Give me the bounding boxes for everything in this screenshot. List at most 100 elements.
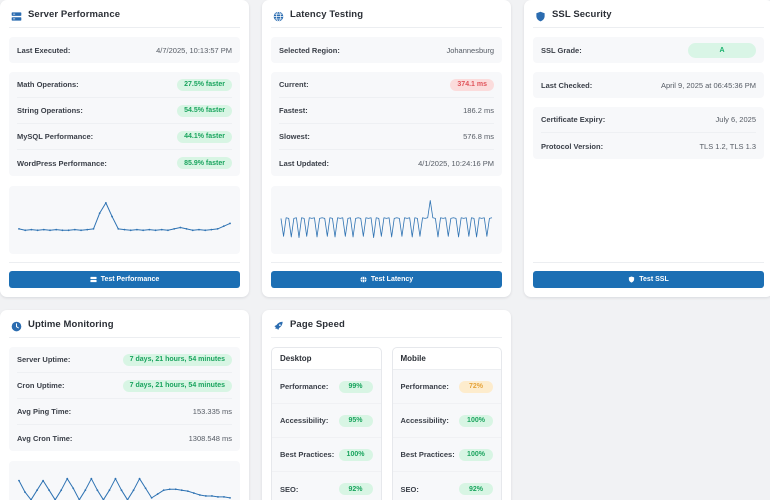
row-label: Performance: (280, 382, 329, 391)
row-label: Best Practices: (400, 450, 455, 459)
rocket-icon (273, 319, 284, 330)
row-label: Server Uptime: (17, 355, 71, 364)
ssl-grade-section: SSL Grade: A (533, 37, 764, 63)
button-label: Test Latency (370, 276, 414, 283)
row-last-executed: Last Executed: 4/7/2025, 10:13:57 PM (17, 37, 232, 63)
row-label: Last Executed: (17, 45, 71, 55)
card-title: Server Performance (28, 9, 121, 20)
card-title: Page Speed (290, 319, 345, 330)
ssl-grade-badge: A (688, 42, 756, 58)
row-label: Performance: (400, 382, 449, 391)
score-badge: 95% (338, 414, 373, 427)
row-label: WordPress Performance: (17, 158, 107, 168)
row-label: Best Practices: (280, 450, 335, 459)
row-label: Avg Ping Time: (17, 407, 72, 416)
row-certificate-expiry: Certificate Expiry: July 6, 2025 (541, 107, 756, 133)
row-value: 4/1/2025, 10:24:16 PM (418, 158, 494, 168)
card-header: Uptime Monitoring (9, 318, 240, 338)
metrics-section: Current: 374.1 ms Fastest: 186.2 ms Slow… (271, 72, 502, 176)
empty-cell (524, 310, 770, 500)
score-badge: 99% (338, 380, 373, 393)
shield-icon (628, 276, 635, 283)
globe-icon (360, 276, 367, 283)
card-title: Latency Testing (290, 9, 364, 20)
row-label: Certificate Expiry: (541, 115, 606, 124)
mobile-scores: Mobile Performance: 72% Accessibility: 1… (391, 347, 502, 500)
latency-chart (271, 186, 502, 254)
card-title: Uptime Monitoring (28, 319, 114, 330)
row-label: Fastest: (279, 106, 308, 115)
card-header: Page Speed (271, 318, 502, 338)
row-current: Current: 374.1 ms (279, 72, 494, 98)
status-badge: 7 days, 21 hours, 54 minutes (122, 353, 232, 366)
row-cron-uptime: Cron Uptime: 7 days, 21 hours, 54 minute… (17, 373, 232, 399)
row-label: Last Updated: (279, 158, 330, 168)
row-mysql-performance: MySQL Performance: 44.1% faster (17, 124, 232, 150)
row-value: 1308.548 ms (188, 433, 232, 443)
row-label: Cron Uptime: (17, 381, 65, 390)
button-label: Test Performance (100, 276, 160, 283)
globe-icon (273, 9, 284, 22)
row-label: Math Operations: (17, 80, 79, 89)
row-label: SEO: (280, 484, 299, 494)
subcard-title: Desktop (272, 354, 381, 370)
row-avg-cron-time: Avg Cron Time: 1308.548 ms (17, 425, 232, 451)
subcard-title: Mobile (392, 354, 501, 370)
test-ssl-button[interactable]: Test SSL (533, 271, 764, 288)
row-desktop-best-practices: Best Practices: 100% (272, 438, 381, 472)
card-latency-testing: Latency Testing Selected Region: Johanne… (262, 0, 511, 297)
row-protocol-version: Protocol Version: TLS 1.2, TLS 1.3 (541, 133, 756, 159)
card-ssl-security: SSL Security SSL Grade: A Last Checked: … (524, 0, 770, 297)
row-fastest: Fastest: 186.2 ms (279, 98, 494, 124)
card-server-performance: Server Performance Last Executed: 4/7/20… (0, 0, 249, 297)
row-mobile-seo: SEO: 92% (392, 472, 501, 500)
score-badge: 100% (459, 414, 493, 427)
row-last-checked: Last Checked: April 9, 2025 at 06:45:36 … (541, 72, 756, 98)
server-icon (90, 276, 97, 283)
row-label: Accessibility: (400, 416, 449, 425)
server-icon (11, 9, 22, 21)
row-mobile-best-practices: Best Practices: 100% (392, 438, 501, 472)
row-label: Slowest: (279, 132, 310, 141)
row-label: Protocol Version: (541, 141, 604, 151)
button-label: Test SSL (639, 276, 669, 283)
row-value: 576.8 ms (463, 132, 494, 141)
row-server-uptime: Server Uptime: 7 days, 21 hours, 54 minu… (17, 347, 232, 373)
row-label: Last Checked: (541, 80, 593, 90)
cert-section: Certificate Expiry: July 6, 2025 Protoco… (533, 107, 764, 159)
status-badge: 44.1% faster (177, 130, 232, 143)
row-last-updated: Last Updated: 4/1/2025, 10:24:16 PM (279, 150, 494, 176)
meta-section: Last Executed: 4/7/2025, 10:13:57 PM (9, 37, 240, 63)
meta-section: Selected Region: Johannesburg (271, 37, 502, 63)
status-badge: 27.5% faster (177, 78, 232, 91)
card-uptime-monitoring: Uptime Monitoring Server Uptime: 7 days,… (0, 310, 249, 500)
row-math-operations: Math Operations: 27.5% faster (17, 72, 232, 98)
card-header: SSL Security (533, 8, 764, 28)
metrics-section: Math Operations: 27.5% faster String Ope… (9, 72, 240, 176)
score-badge: 92% (338, 483, 373, 495)
row-label: Accessibility: (280, 416, 329, 425)
row-wordpress-performance: WordPress Performance: 85.9% faster (17, 150, 232, 176)
test-latency-button[interactable]: Test Latency (271, 271, 502, 288)
status-badge: 374.1 ms (450, 78, 494, 91)
row-value: 186.2 ms (463, 106, 494, 115)
row-label: Current: (279, 80, 309, 89)
row-label: String Operations: (17, 106, 83, 115)
desktop-scores: Desktop Performance: 99% Accessibility: … (271, 347, 382, 500)
test-performance-button[interactable]: Test Performance (9, 271, 240, 288)
row-label: SSL Grade: (541, 45, 582, 55)
card-title: SSL Security (552, 9, 612, 20)
row-value: TLS 1.2, TLS 1.3 (699, 141, 756, 151)
page-speed-subgrid: Desktop Performance: 99% Accessibility: … (271, 347, 502, 500)
row-string-operations: String Operations: 54.5% faster (17, 98, 232, 124)
metrics-section: Server Uptime: 7 days, 21 hours, 54 minu… (9, 347, 240, 451)
button-wrap: Test SSL (533, 262, 764, 288)
server-performance-chart (9, 186, 240, 254)
status-badge: 85.9% faster (177, 157, 232, 169)
row-desktop-accessibility: Accessibility: 95% (272, 404, 381, 438)
status-badge: 7 days, 21 hours, 54 minutes (122, 379, 232, 392)
row-avg-ping-time: Avg Ping Time: 153.335 ms (17, 399, 232, 425)
row-value: 153.335 ms (192, 407, 232, 416)
card-page-speed: Page Speed Desktop Performance: 99% Acce… (262, 310, 511, 500)
